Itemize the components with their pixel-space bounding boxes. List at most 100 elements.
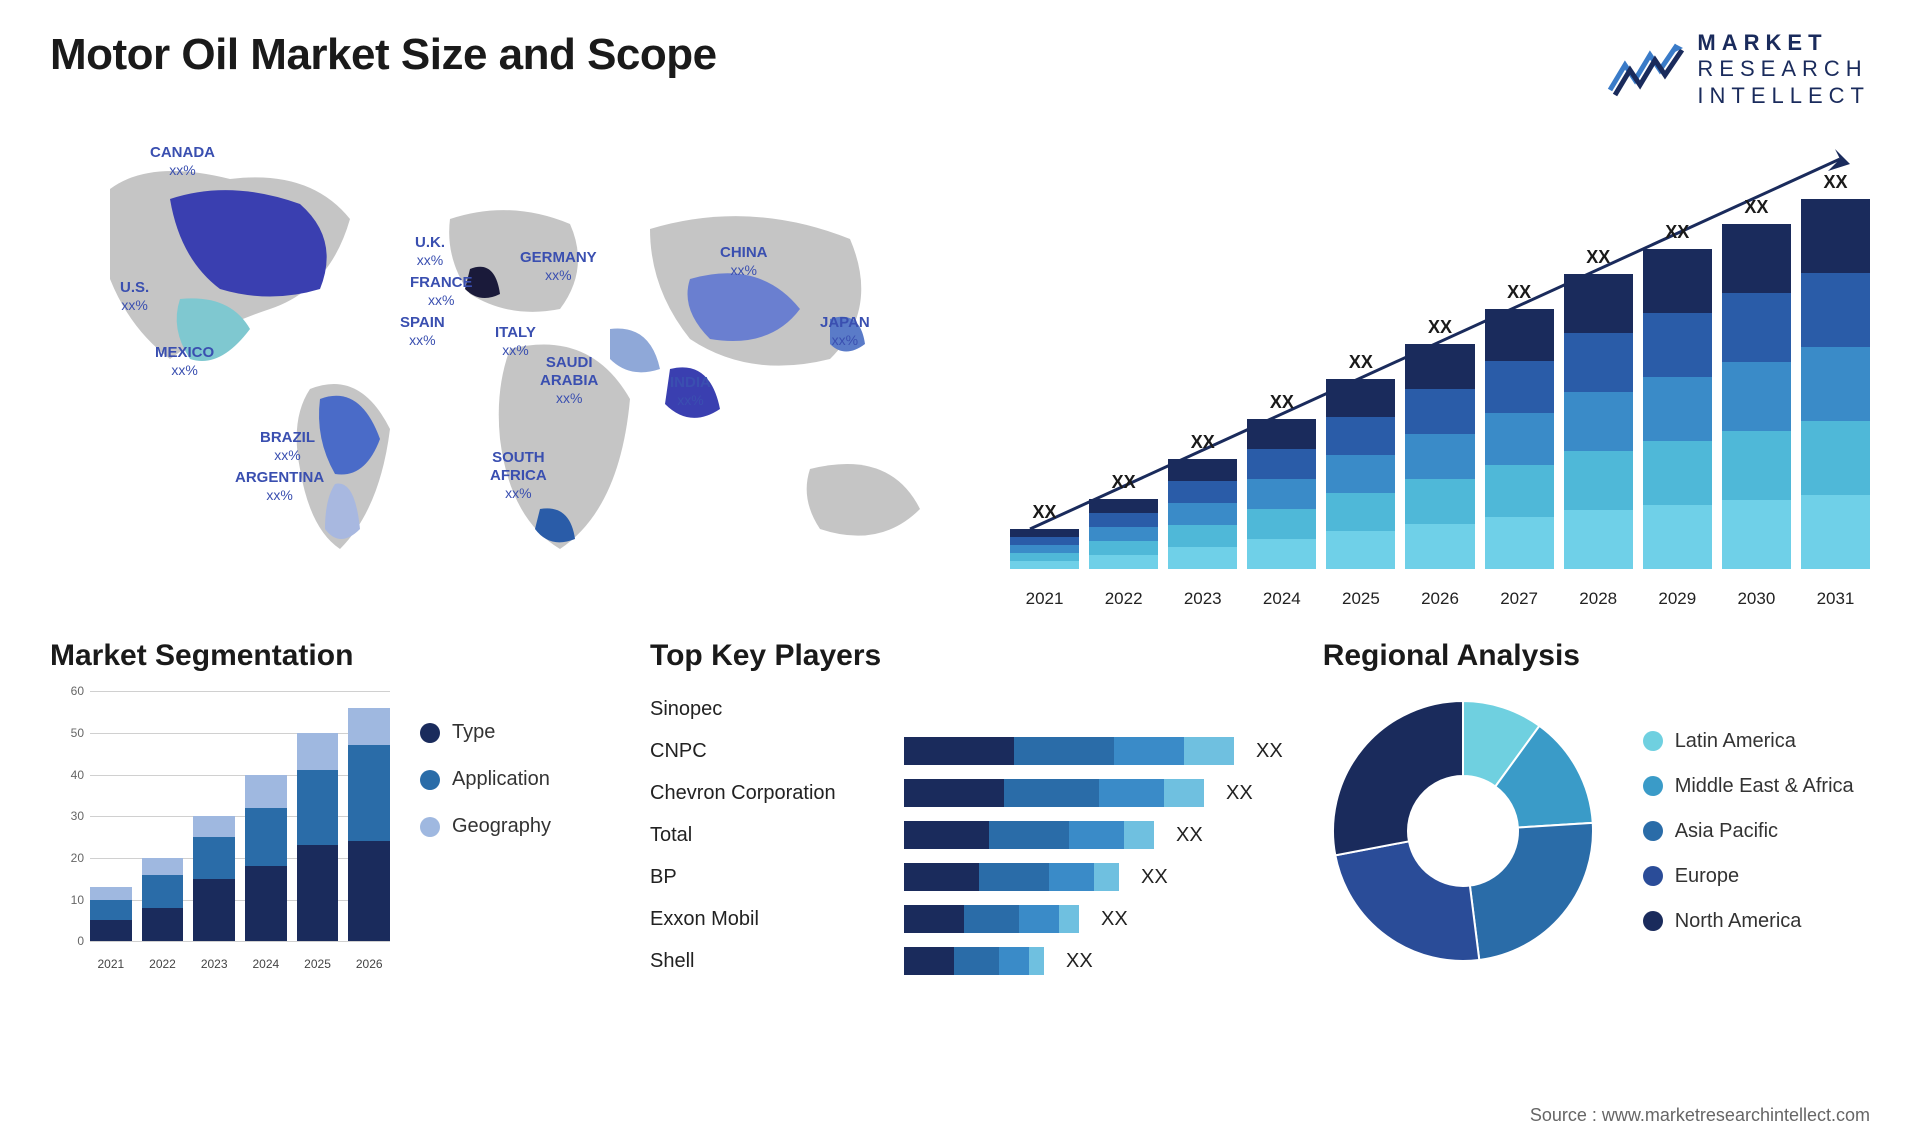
- growth-bar-column: XX: [1326, 352, 1395, 569]
- bottom-row: Market Segmentation 20212022202320242025…: [0, 609, 1920, 979]
- regional-legend: Latin AmericaMiddle East & AfricaAsia Pa…: [1643, 730, 1854, 933]
- growth-xlabel: 2022: [1089, 589, 1158, 609]
- map-label: SPAINxx%: [400, 314, 445, 349]
- growth-bar-label: XX: [1270, 392, 1294, 413]
- growth-xlabel: 2025: [1326, 589, 1395, 609]
- growth-xlabel: 2023: [1168, 589, 1237, 609]
- header: Motor Oil Market Size and Scope MARKET R…: [0, 0, 1920, 119]
- seg-xlabel: 2022: [142, 957, 184, 971]
- player-row: CNPCXX: [650, 733, 1283, 769]
- legend-item: Latin America: [1643, 730, 1854, 753]
- player-name: Chevron Corporation: [650, 782, 890, 805]
- growth-bar-column: XX: [1168, 432, 1237, 569]
- segmentation-legend: Type Application Geography: [420, 691, 551, 971]
- map-label: U.S.xx%: [120, 279, 149, 314]
- seg-ylabel: 20: [50, 851, 84, 865]
- growth-xlabel: 2030: [1722, 589, 1791, 609]
- player-name: BP: [650, 866, 890, 889]
- players-panel: Top Key Players Sinopec CNPCXX Chevron Cor…: [650, 639, 1283, 979]
- map-label: ARGENTINAxx%: [235, 469, 324, 504]
- seg-xlabel: 2024: [245, 957, 287, 971]
- growth-bar-label: XX: [1428, 317, 1452, 338]
- segmentation-chart: 202120222023202420252026 0102030405060: [50, 691, 390, 971]
- growth-bar-label: XX: [1586, 247, 1610, 268]
- players-list: SinopecCNPCXXChevron CorporationXXTotalX…: [650, 691, 1283, 979]
- segmentation-title: Market Segmentation: [50, 639, 610, 673]
- seg-bar: [90, 887, 132, 941]
- seg-bar: [142, 858, 184, 941]
- seg-ylabel: 0: [50, 934, 84, 948]
- seg-ylabel: 50: [50, 726, 84, 740]
- seg-bar: [193, 816, 235, 941]
- legend-item: Application: [420, 768, 551, 791]
- map-label: INDIAxx%: [670, 374, 711, 409]
- growth-bar-label: XX: [1507, 282, 1531, 303]
- player-name: Sinopec: [650, 698, 890, 721]
- growth-chart-panel: XXXXXXXXXXXXXXXXXXXXXX 2021 2022 2023 2024 2…: [1010, 129, 1870, 609]
- seg-ylabel: 10: [50, 893, 84, 907]
- map-label: CHINAxx%: [720, 244, 768, 279]
- growth-xlabel: 2024: [1247, 589, 1316, 609]
- world-map-panel: CANADAxx%U.S.xx%MEXICOxx%BRAZILxx%ARGENT…: [50, 129, 970, 609]
- player-bar: [904, 737, 1234, 765]
- regional-title: Regional Analysis: [1323, 639, 1870, 673]
- player-row: Exxon MobilXX: [650, 901, 1283, 937]
- seg-ylabel: 60: [50, 684, 84, 698]
- growth-bar-label: XX: [1191, 432, 1215, 453]
- growth-xlabel: 2021: [1010, 589, 1079, 609]
- player-bar: [904, 821, 1154, 849]
- player-bar: [904, 947, 1044, 975]
- map-label: FRANCExx%: [410, 274, 473, 309]
- donut-slice: [1335, 841, 1479, 961]
- regional-donut: [1323, 691, 1603, 971]
- legend-item: Geography: [420, 815, 551, 838]
- legend-item: Europe: [1643, 865, 1854, 888]
- legend-item: Type: [420, 721, 551, 744]
- growth-bar-label: XX: [1349, 352, 1373, 373]
- player-bar: [904, 863, 1119, 891]
- seg-bar: [297, 733, 339, 941]
- seg-bar: [245, 775, 287, 942]
- growth-bar-column: XX: [1089, 472, 1158, 569]
- player-value: XX: [1226, 782, 1253, 805]
- growth-bar-column: XX: [1801, 172, 1870, 569]
- player-name: Shell: [650, 950, 890, 973]
- seg-bar: [348, 708, 390, 941]
- map-label: GERMANYxx%: [520, 249, 597, 284]
- map-label: SAUDIARABIAxx%: [540, 354, 598, 407]
- logo-text: MARKET RESEARCH INTELLECT: [1697, 30, 1870, 109]
- growth-bar-column: XX: [1010, 502, 1079, 569]
- growth-xlabels: 2021202220232024202520262027202820292030…: [1010, 589, 1870, 609]
- player-row: Shell XX: [650, 943, 1283, 979]
- seg-xlabel: 2021: [90, 957, 132, 971]
- growth-xlabel: 2029: [1643, 589, 1712, 609]
- regional-panel: Regional Analysis Latin AmericaMiddle Ea…: [1323, 639, 1870, 979]
- growth-bar-label: XX: [1823, 172, 1847, 193]
- logo-icon: [1605, 40, 1685, 100]
- player-row: Chevron Corporation XX: [650, 775, 1283, 811]
- map-label: BRAZILxx%: [260, 429, 315, 464]
- top-row: CANADAxx%U.S.xx%MEXICOxx%BRAZILxx%ARGENT…: [0, 119, 1920, 609]
- page-title: Motor Oil Market Size and Scope: [50, 30, 717, 80]
- growth-bar-column: XX: [1564, 247, 1633, 569]
- growth-bar-column: XX: [1722, 197, 1791, 569]
- segmentation-panel: Market Segmentation 20212022202320242025…: [50, 639, 610, 979]
- player-row: BP XX: [650, 859, 1283, 895]
- legend-item: Asia Pacific: [1643, 820, 1854, 843]
- growth-bar-column: XX: [1485, 282, 1554, 569]
- player-bar: [904, 779, 1204, 807]
- map-label: CANADAxx%: [150, 144, 215, 179]
- player-value: XX: [1066, 950, 1093, 973]
- growth-bar-column: XX: [1247, 392, 1316, 569]
- map-label: U.K.xx%: [415, 234, 445, 269]
- player-value: XX: [1256, 740, 1283, 763]
- legend-item: North America: [1643, 910, 1854, 933]
- players-title: Top Key Players: [650, 639, 1283, 673]
- brand-logo: MARKET RESEARCH INTELLECT: [1605, 30, 1870, 109]
- map-label: SOUTHAFRICAxx%: [490, 449, 547, 502]
- map-label: JAPANxx%: [820, 314, 870, 349]
- map-label: ITALYxx%: [495, 324, 536, 359]
- seg-xlabel: 2025: [297, 957, 339, 971]
- player-value: XX: [1141, 866, 1168, 889]
- growth-bars: XXXXXXXXXXXXXXXXXXXXXX: [1010, 189, 1870, 569]
